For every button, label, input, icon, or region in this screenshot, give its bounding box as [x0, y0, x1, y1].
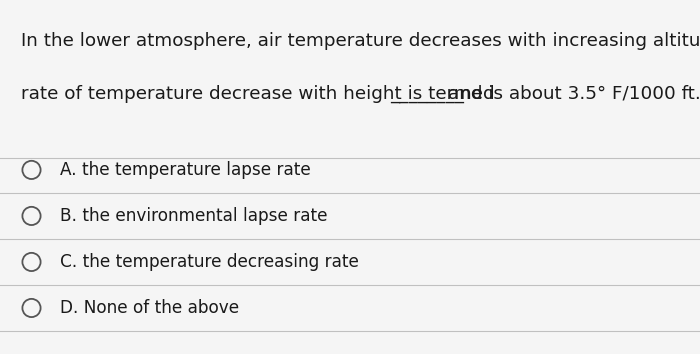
- Text: In the lower atmosphere, air temperature decreases with increasing altitude. The: In the lower atmosphere, air temperature…: [21, 32, 700, 50]
- Text: and is about 3.5° F/1000 ft.: and is about 3.5° F/1000 ft.: [448, 85, 700, 103]
- Text: ________: ________: [391, 85, 465, 103]
- Text: A. the temperature lapse rate: A. the temperature lapse rate: [60, 161, 310, 179]
- Text: rate of temperature decrease with height is termed: rate of temperature decrease with height…: [21, 85, 495, 103]
- Text: D. None of the above: D. None of the above: [60, 299, 239, 317]
- Text: C. the temperature decreasing rate: C. the temperature decreasing rate: [60, 253, 358, 271]
- Text: B. the environmental lapse rate: B. the environmental lapse rate: [60, 207, 327, 225]
